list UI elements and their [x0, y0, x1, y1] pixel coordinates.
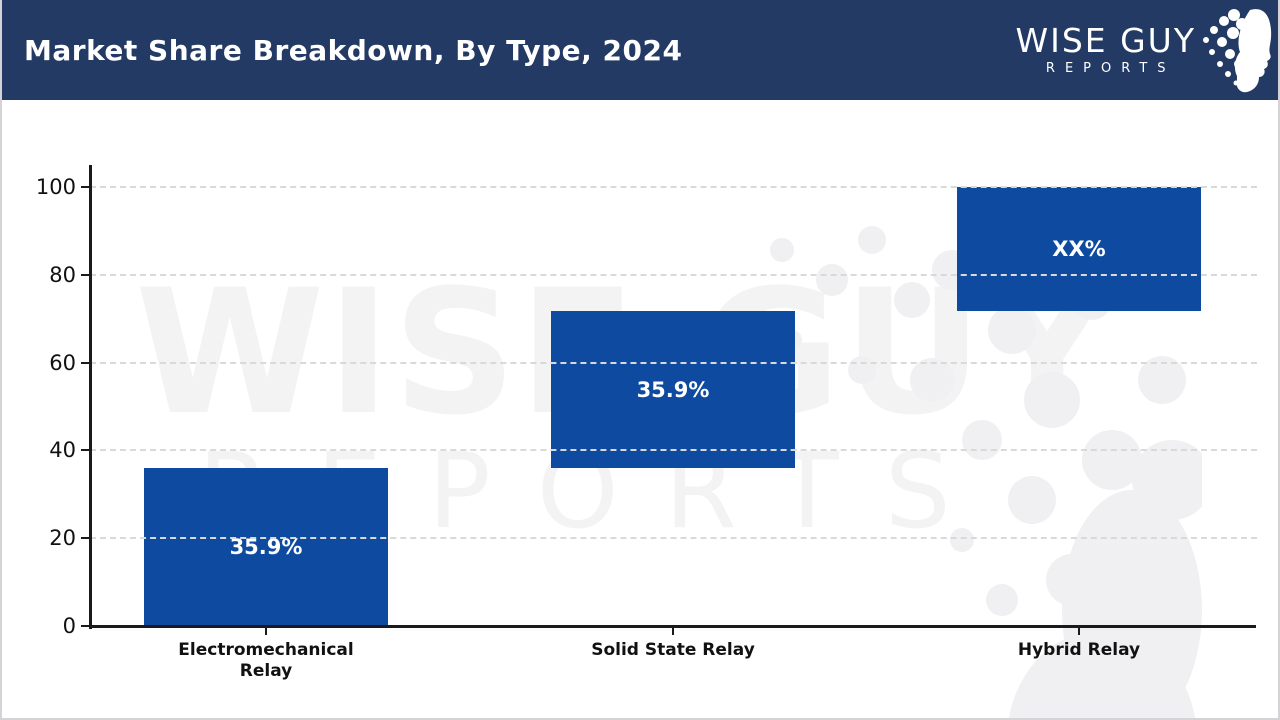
gridline-y40	[90, 449, 1257, 452]
bar-value-label: 35.9%	[229, 535, 303, 560]
y-tick-mark-20	[81, 537, 89, 540]
bar-value-label: 35.9%	[636, 377, 710, 402]
chart-title: Market Share Breakdown, By Type, 2024	[24, 33, 683, 67]
x-tick-mark-3	[1078, 628, 1080, 635]
y-tick-mark-100	[81, 186, 89, 188]
x-tick-mark-2	[672, 628, 674, 635]
brand-logo: WISE GUY REPORTS	[1015, 0, 1272, 100]
y-tick-mark-0	[81, 625, 89, 627]
gridline-y80	[90, 273, 1257, 276]
bar-3: XX%	[957, 187, 1201, 311]
gridline-y60	[90, 361, 1257, 364]
brand-subname: REPORTS	[1045, 61, 1176, 76]
brand-name: WISE GUY	[1015, 21, 1196, 60]
bar-2: 35.9%	[551, 310, 795, 469]
plot-area: 0 20 40 60 80 100 35.9% 35.9% XX% Electromechanic…	[2, 100, 1278, 718]
bar-value-label: XX%	[1052, 236, 1106, 261]
x-tick-mark-1	[265, 628, 267, 635]
header-banner: Market Share Breakdown, By Type, 2024 WI…	[2, 0, 1278, 100]
y-tick-label-0: 0	[62, 614, 76, 638]
bar-1: 35.9%	[144, 468, 388, 626]
y-tick-mark-40	[81, 449, 89, 452]
gridline-y100	[90, 186, 1257, 188]
brand-face-icon	[1203, 9, 1272, 93]
x-category-label-1: Electromechanical Relay	[178, 640, 354, 681]
x-axis-line	[89, 625, 1256, 628]
gridline-y20	[90, 537, 1257, 540]
y-tick-label-80: 80	[49, 262, 76, 287]
y-axis-line	[89, 165, 92, 629]
y-tick-label-100: 100	[35, 175, 76, 199]
y-tick-label-20: 20	[49, 526, 76, 551]
y-tick-mark-60	[81, 361, 89, 364]
x-category-label-2: Solid State Relay	[591, 640, 755, 660]
watermark-face-dots	[770, 206, 1202, 718]
brand-logo-text: WISE GUY REPORTS	[1015, 21, 1196, 77]
y-tick-label-40: 40	[49, 438, 76, 463]
y-tick-mark-80	[81, 273, 89, 276]
x-category-label-3: Hybrid Relay	[1017, 640, 1141, 660]
y-tick-label-60: 60	[49, 350, 76, 375]
